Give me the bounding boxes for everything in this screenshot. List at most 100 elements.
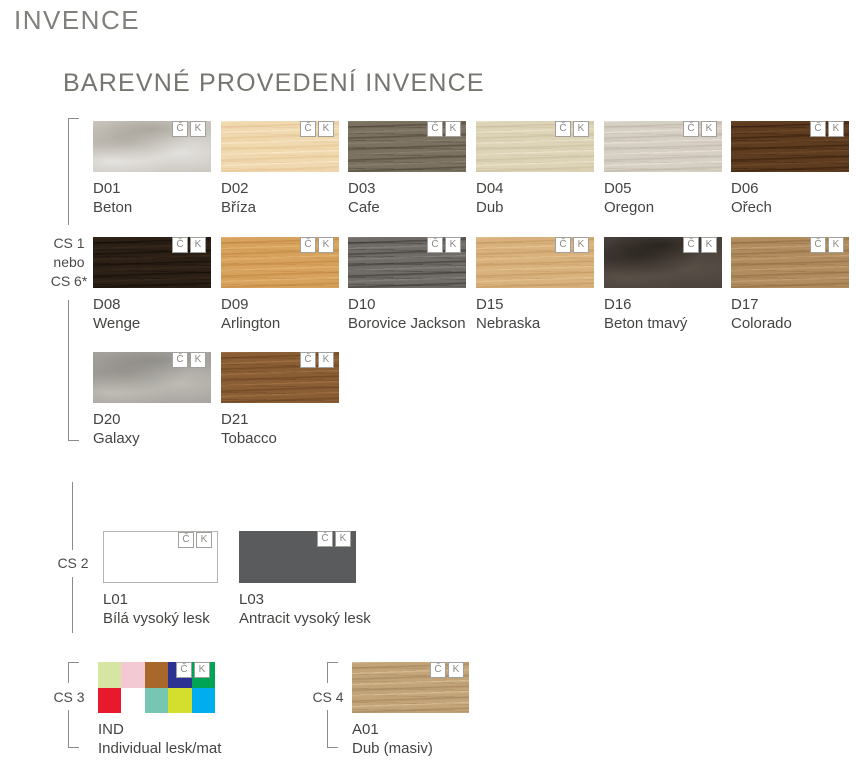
- badge-group: Č K: [681, 237, 717, 253]
- swatch-sample-d20[interactable]: Č K: [93, 352, 211, 403]
- swatch-sample-d05[interactable]: Č K: [604, 121, 722, 172]
- swatch-code: L03: [239, 591, 265, 608]
- swatch-tile-d21: Č K D21 Tobacco: [221, 352, 341, 448]
- badge-c[interactable]: Č: [427, 121, 443, 137]
- swatch-sample-d02[interactable]: Č K: [221, 121, 339, 172]
- badge-k[interactable]: K: [448, 662, 464, 678]
- badge-k[interactable]: K: [196, 532, 212, 548]
- badge-group: Č K: [425, 121, 461, 137]
- badge-group: Č K: [298, 121, 334, 137]
- swatch-sample-l03[interactable]: Č K: [239, 531, 356, 583]
- badge-c[interactable]: Č: [683, 121, 699, 137]
- swatch-tile-l01: Č K L01 Bílá vysoký lesk: [103, 531, 223, 628]
- swatch-tile-d04: Č K D04 Dub: [476, 121, 596, 217]
- badge-k[interactable]: K: [318, 121, 334, 137]
- swatch-tile-d05: Č K D05 Oregon: [604, 121, 724, 217]
- badge-c[interactable]: Č: [555, 237, 571, 253]
- swatch-sample-d09[interactable]: Č K: [221, 237, 339, 288]
- badge-k[interactable]: K: [318, 352, 334, 368]
- swatch-name: Antracit vysoký lesk: [239, 610, 371, 627]
- swatch-name: Bříza: [221, 199, 257, 216]
- ind-color-cell: [144, 662, 169, 688]
- badge-k[interactable]: K: [701, 121, 717, 137]
- ind-color-cell: [168, 688, 192, 713]
- badge-c[interactable]: Č: [172, 352, 188, 368]
- section-title: BAREVNÉ PROVEDENÍ INVENCE: [63, 69, 485, 97]
- badge-c[interactable]: Č: [176, 662, 192, 678]
- swatch-sample-d16[interactable]: Č K: [604, 237, 722, 288]
- swatch-sample-ind[interactable]: Č K: [98, 662, 215, 713]
- badge-k[interactable]: K: [573, 237, 589, 253]
- swatch-code: D08: [93, 296, 121, 313]
- bracket-tick: [68, 747, 79, 748]
- swatch-sample-d17[interactable]: Č K: [731, 237, 849, 288]
- swatch-sample-d06[interactable]: Č K: [731, 121, 849, 172]
- badge-c[interactable]: Č: [555, 121, 571, 137]
- badge-k[interactable]: K: [194, 662, 210, 678]
- badge-k[interactable]: K: [335, 531, 351, 547]
- badge-k[interactable]: K: [190, 352, 206, 368]
- swatch-sample-d04[interactable]: Č K: [476, 121, 594, 172]
- badge-group: Č K: [176, 532, 212, 548]
- swatch-sample-d15[interactable]: Č K: [476, 237, 594, 288]
- swatch-sample-a01[interactable]: Č K: [352, 662, 469, 713]
- bracket-line: [68, 118, 69, 225]
- badge-group: Č K: [170, 121, 206, 137]
- badge-c[interactable]: Č: [427, 237, 443, 253]
- badge-c[interactable]: Č: [300, 352, 316, 368]
- badge-c[interactable]: Č: [172, 121, 188, 137]
- swatch-code: A01: [352, 721, 379, 738]
- swatch-name: Individual lesk/mat: [98, 740, 222, 757]
- cs3-bracket: CS 3: [53, 662, 85, 748]
- bracket-line: [72, 482, 73, 550]
- badge-c[interactable]: Č: [810, 237, 826, 253]
- swatch-code: D05: [604, 180, 632, 197]
- swatch-sample-d21[interactable]: Č K: [221, 352, 339, 403]
- page-title: INVENCE: [14, 5, 141, 35]
- badge-c[interactable]: Č: [683, 237, 699, 253]
- badge-k[interactable]: K: [828, 121, 844, 137]
- badge-k[interactable]: K: [318, 237, 334, 253]
- swatch-tile-d10: Č K D10 Borovice Jackson: [348, 237, 468, 333]
- bracket-line: [327, 662, 328, 683]
- badge-k[interactable]: K: [828, 237, 844, 253]
- swatch-tile-d01: Č K D01 Beton: [93, 121, 213, 217]
- cs4-bracket: CS 4: [312, 662, 344, 748]
- group-label-line: CS 4: [312, 689, 344, 705]
- swatch-sample-l01[interactable]: Č K: [103, 531, 218, 583]
- badge-k[interactable]: K: [573, 121, 589, 137]
- badge-group: Č K: [170, 352, 206, 368]
- swatch-tile-d17: Č K D17 Colorado: [731, 237, 851, 333]
- swatch-tile-ind: Č K IND Individual lesk/mat: [98, 662, 222, 758]
- ind-color-cell: [121, 688, 145, 713]
- swatch-tile-a01: Č K A01 Dub (masiv): [352, 662, 472, 758]
- group-label-line: CS 1: [53, 235, 85, 251]
- badge-c[interactable]: Č: [430, 662, 446, 678]
- swatch-name: Borovice Jackson: [348, 315, 466, 332]
- badge-c[interactable]: Č: [300, 237, 316, 253]
- swatch-code: L01: [103, 591, 129, 608]
- badge-c[interactable]: Č: [172, 237, 188, 253]
- badge-c[interactable]: Č: [178, 532, 194, 548]
- badge-c[interactable]: Č: [810, 121, 826, 137]
- badge-k[interactable]: K: [701, 237, 717, 253]
- swatch-name: Cafe: [348, 199, 380, 216]
- swatch-code: D16: [604, 296, 632, 313]
- badge-k[interactable]: K: [190, 237, 206, 253]
- badge-group: Č K: [298, 352, 334, 368]
- badge-k[interactable]: K: [445, 237, 461, 253]
- badge-c[interactable]: Č: [300, 121, 316, 137]
- swatch-sample-d01[interactable]: Č K: [93, 121, 211, 172]
- badge-k[interactable]: K: [445, 121, 461, 137]
- group-label-line: nebo: [53, 254, 85, 270]
- badge-k[interactable]: K: [190, 121, 206, 137]
- swatch-sample-d08[interactable]: Č K: [93, 237, 211, 288]
- group-label-cs3: CS 3: [37, 688, 101, 707]
- badge-c[interactable]: Č: [317, 531, 333, 547]
- badge-group: Č K: [315, 531, 351, 547]
- swatch-tile-d06: Č K D06 Ořech: [731, 121, 851, 217]
- swatch-sample-d03[interactable]: Č K: [348, 121, 466, 172]
- swatch-tile-d16: Č K D16 Beton tmavý: [604, 237, 724, 333]
- swatch-code: D21: [221, 411, 249, 428]
- swatch-sample-d10[interactable]: Č K: [348, 237, 466, 288]
